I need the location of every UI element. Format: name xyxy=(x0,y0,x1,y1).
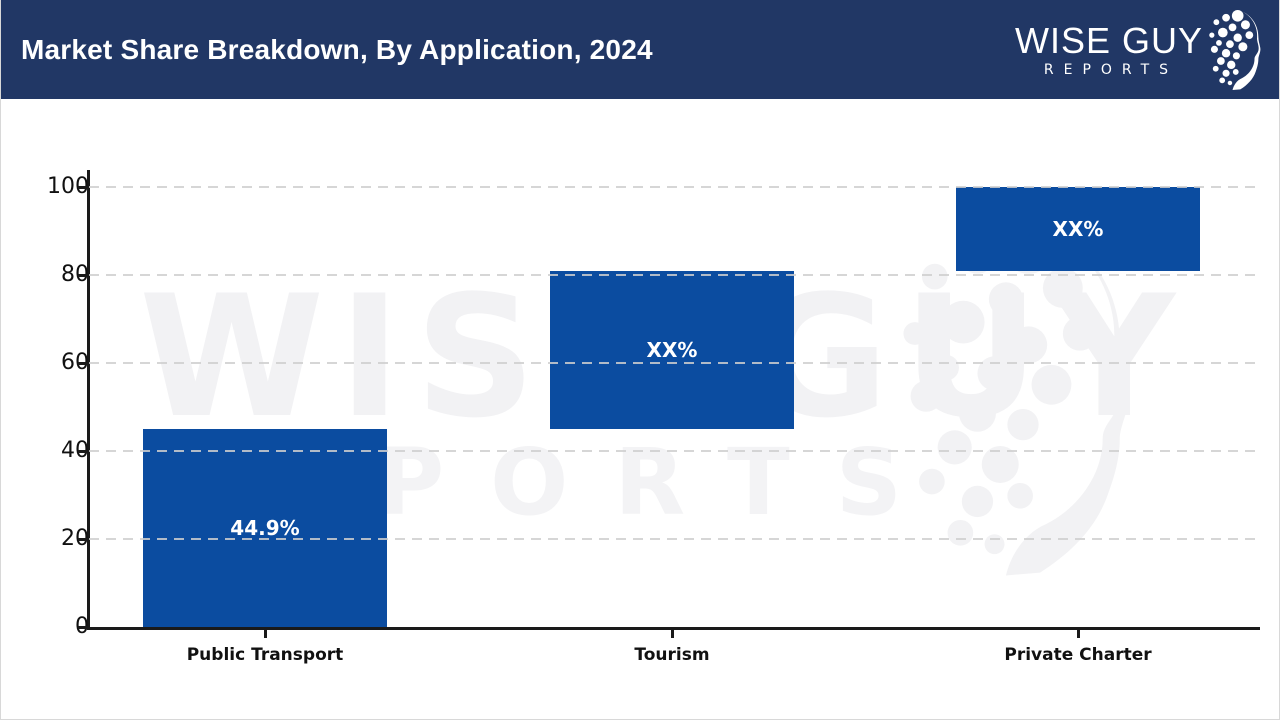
x-tick-mark xyxy=(671,630,674,638)
chart-canvas: WISE GUY REPORTS 44.9%XX%XX% 0204060801 xyxy=(1,99,1279,719)
gridline-60 xyxy=(89,362,1259,364)
wiseguy-logo: WISE GUY REPORTS xyxy=(1015,0,1267,99)
y-tick-label-20: 20 xyxy=(61,526,89,551)
y-tick-label-100: 100 xyxy=(47,174,89,199)
x-category-label-private-charter: Private Charter xyxy=(1004,645,1152,665)
gridline-40 xyxy=(89,450,1259,452)
logo-wordmark: WISE GUY REPORTS xyxy=(1014,19,1203,78)
x-category-label-public-transport: Public Transport xyxy=(186,645,344,665)
y-tick-mark xyxy=(78,538,88,541)
y-tick-mark xyxy=(78,186,88,189)
bar-tourism xyxy=(550,271,794,430)
x-axis-line xyxy=(87,627,1260,630)
y-tick-label-40: 40 xyxy=(61,438,89,463)
bar-value-label: XX% xyxy=(1052,217,1104,242)
gridline-20 xyxy=(89,538,1259,540)
logo-wordmark-main: WISE GUY xyxy=(1014,19,1203,61)
gridline-100 xyxy=(89,186,1259,188)
logo-wordmark-sub: REPORTS xyxy=(1043,61,1179,78)
y-tick-label-60: 60 xyxy=(61,350,89,375)
wiseguy-head-icon xyxy=(1209,9,1261,90)
header-bar: Market Share Breakdown, By Application, … xyxy=(1,0,1279,99)
y-tick-mark xyxy=(78,274,88,277)
gridline-80 xyxy=(89,274,1259,276)
bar-value-label: XX% xyxy=(646,338,698,363)
x-tick-mark xyxy=(264,630,267,638)
y-axis-line xyxy=(87,170,90,630)
page-title: Market Share Breakdown, By Application, … xyxy=(21,33,653,65)
plot-area: 44.9% XX% XX% xyxy=(89,170,1259,627)
y-tick-mark xyxy=(78,362,88,365)
y-tick-label-80: 80 xyxy=(61,262,89,287)
y-tick-mark xyxy=(78,450,88,453)
bar-public-transport xyxy=(143,429,387,627)
bar-value-label: 44.9% xyxy=(230,516,300,541)
y-tick-mark xyxy=(78,626,88,629)
x-tick-mark xyxy=(1077,630,1080,638)
x-category-label-tourism: Tourism xyxy=(634,645,710,665)
